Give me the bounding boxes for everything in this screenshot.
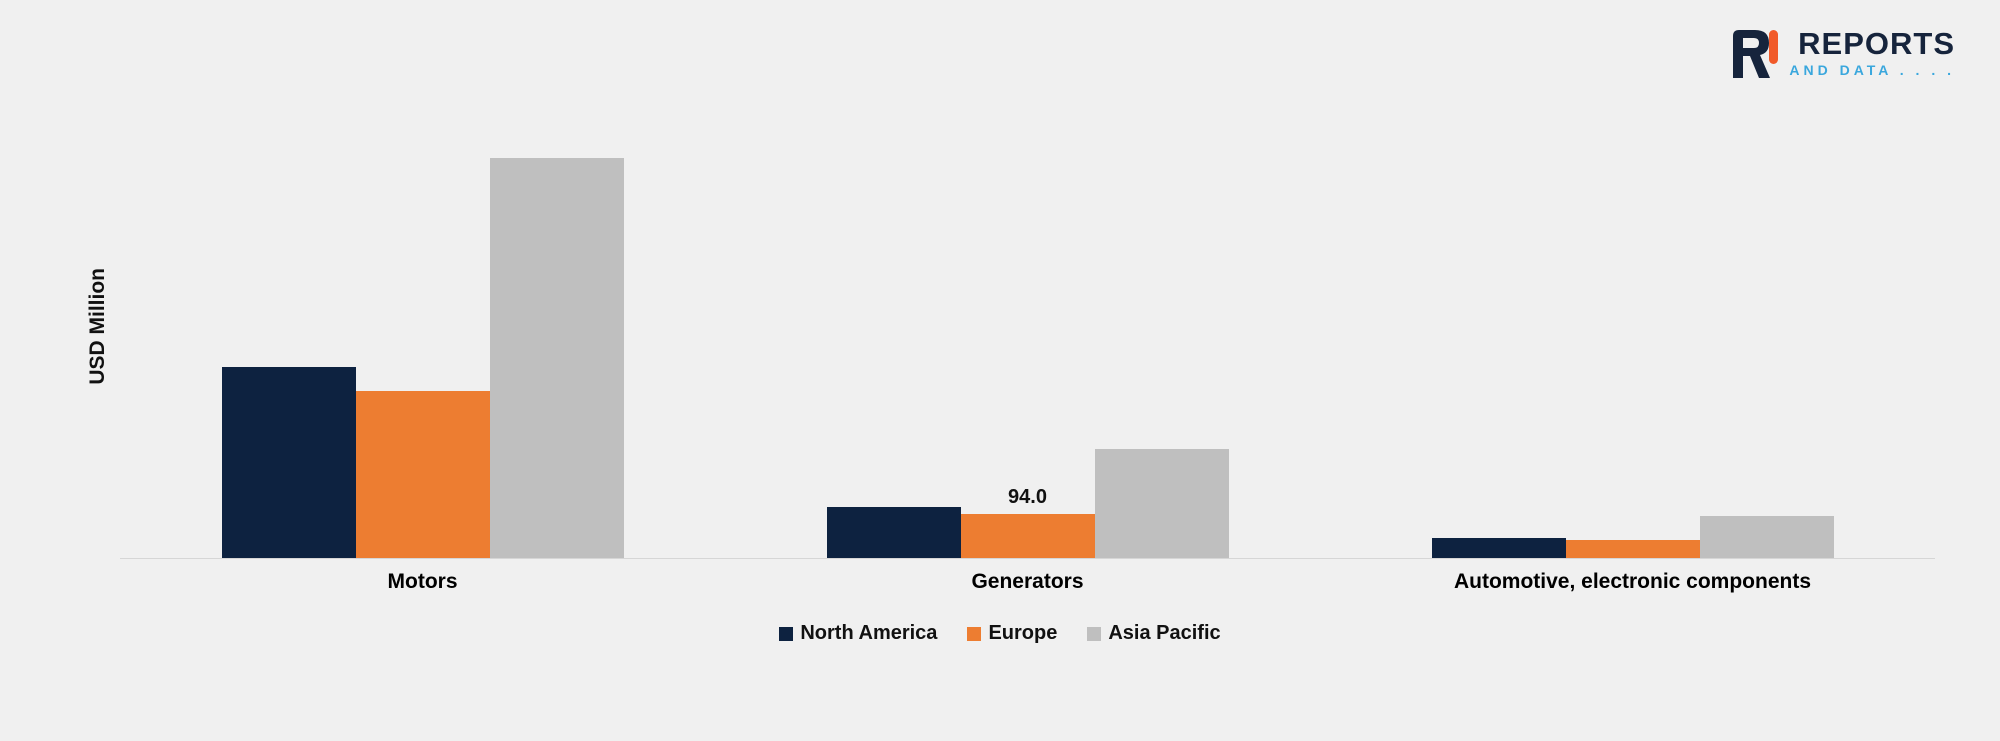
legend-swatch-asia-pacific xyxy=(1087,626,1102,641)
bar-europe-automotive-electronic-components xyxy=(1565,540,1700,558)
bar-north-america-generators xyxy=(826,507,961,558)
logo-icon xyxy=(1727,28,1779,85)
legend-item-asia-pacific: Asia Pacific xyxy=(1087,622,1221,645)
legend-swatch-north-america xyxy=(779,626,794,641)
bar-asia-pacific-generators xyxy=(1094,449,1229,558)
legend-item-north-america: North America xyxy=(779,622,937,645)
reports-and-data-logo: REPORTS AND DATA . . . . xyxy=(1727,28,1955,85)
legend-item-europe: Europe xyxy=(967,622,1057,645)
logo-subtitle: AND DATA . . . . xyxy=(1789,62,1955,78)
legend-label-asia-pacific: Asia Pacific xyxy=(1108,622,1221,644)
legend-swatch-europe xyxy=(967,626,982,641)
category-label-generators: Generators xyxy=(971,570,1084,593)
category-label-motors: Motors xyxy=(387,570,458,593)
plot-area: 94.0 xyxy=(120,158,1935,559)
logo-text: REPORTS AND DATA . . . . xyxy=(1789,28,1955,77)
legend-label-north-america: North America xyxy=(800,622,938,644)
data-label: 94.0 xyxy=(1008,486,1047,508)
bar-north-america-automotive-electronic-components xyxy=(1431,538,1566,558)
category-label-automotive-electronic-components: Automotive, electronic components xyxy=(1453,570,1812,593)
y-axis-label: USD Million xyxy=(86,268,109,385)
bar-north-america-motors xyxy=(221,367,356,558)
category-labels: Motors Generators Automotive, electronic c… xyxy=(120,570,1935,594)
logo-title: REPORTS xyxy=(1798,26,1955,61)
legend: North America Europe Asia Pacific xyxy=(0,622,2000,645)
bar-group-automotive-electronic-components xyxy=(1330,158,1935,558)
legend-label-europe: Europe xyxy=(988,622,1058,644)
bar-group-generators: 94.0 xyxy=(725,158,1330,558)
bar-europe-generators xyxy=(960,514,1095,558)
bar-asia-pacific-motors xyxy=(489,158,624,558)
bar-asia-pacific-automotive-electronic-components xyxy=(1699,516,1834,558)
bar-europe-motors xyxy=(355,391,490,558)
bar-group-motors xyxy=(120,158,725,558)
